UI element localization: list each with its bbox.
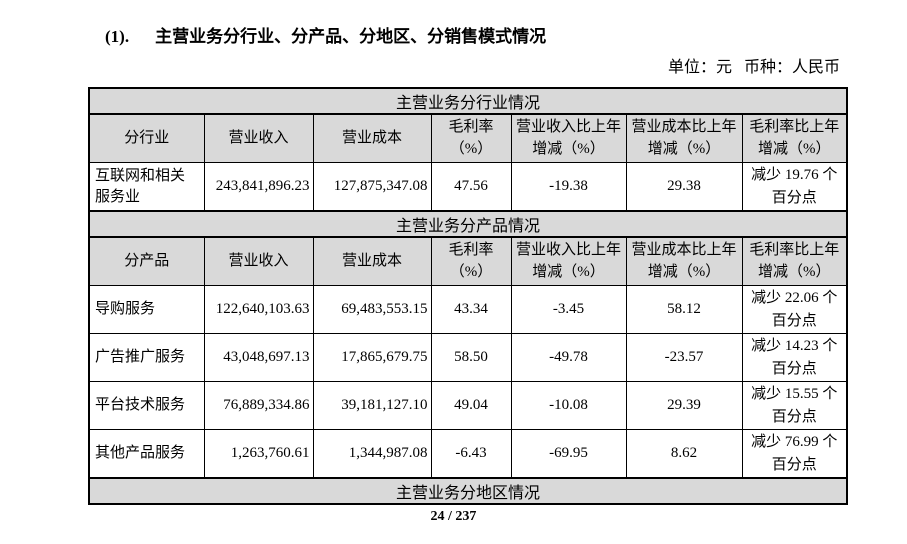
cell-margin-yoy: 减少 19.76 个百分点 (741, 162, 848, 212)
cell-revenue: 122,640,103.63 (203, 285, 314, 334)
col-header-cost-yoy: 营业成本比上年增减（%） (625, 236, 743, 286)
table-row: 主营业务分地区情况 (88, 477, 848, 505)
table-row: 平台技术服务 76,889,334.86 39,181,127.10 49.04… (88, 381, 848, 430)
cell-cost: 1,344,987.08 (312, 429, 432, 479)
cell-category-name: 互联网和相关服务业 (88, 162, 205, 212)
cell-gross-margin: 58.50 (430, 333, 512, 382)
band-by-region: 主营业务分地区情况 (88, 477, 848, 505)
table-row: 其他产品服务 1,263,760.61 1,344,987.08 -6.43 -… (88, 429, 848, 479)
cell-cost: 69,483,553.15 (312, 285, 432, 334)
cell-cost-yoy: 29.39 (625, 381, 743, 430)
cell-revenue-yoy: -49.78 (510, 333, 627, 382)
cell-category-name: 平台技术服务 (88, 381, 205, 430)
col-header-cost: 营业成本 (312, 236, 432, 286)
col-header-margin-yoy: 毛利率比上年增减（%） (741, 236, 848, 286)
cell-revenue-yoy: -10.08 (510, 381, 627, 430)
cell-cost: 127,875,347.08 (312, 162, 432, 212)
cell-revenue: 43,048,697.13 (203, 333, 314, 382)
table-row: 主营业务分行业情况 (88, 87, 848, 115)
main-business-table: 主营业务分行业情况 分行业 营业收入 营业成本 毛利率（%） 营业收入比上年增减… (88, 87, 848, 505)
col-header-category: 分行业 (88, 113, 205, 163)
cell-cost-yoy: 29.38 (625, 162, 743, 212)
col-header-cost: 营业成本 (312, 113, 432, 163)
section-heading-index: (1). (105, 27, 130, 46)
cell-revenue: 1,263,760.61 (203, 429, 314, 479)
col-header-revenue: 营业收入 (203, 236, 314, 286)
col-header-revenue-yoy: 营业收入比上年增减（%） (510, 236, 627, 286)
cell-margin-yoy: 减少 76.99 个百分点 (741, 429, 848, 479)
cell-category-name: 导购服务 (88, 285, 205, 334)
band-by-industry: 主营业务分行业情况 (88, 87, 848, 115)
cell-revenue-yoy: -69.95 (510, 429, 627, 479)
cell-revenue-yoy: -3.45 (510, 285, 627, 334)
col-header-category: 分产品 (88, 236, 205, 286)
table-row: 互联网和相关服务业 243,841,896.23 127,875,347.08 … (88, 162, 848, 212)
cell-margin-yoy: 减少 15.55 个百分点 (741, 381, 848, 430)
unit-currency-note: 单位：元 币种：人民币 (667, 59, 840, 76)
cell-cost-yoy: 8.62 (625, 429, 743, 479)
cell-cost: 39,181,127.10 (312, 381, 432, 430)
cell-margin-yoy: 减少 22.06 个百分点 (741, 285, 848, 334)
cell-cost-yoy: -23.57 (625, 333, 743, 382)
cell-category-name: 广告推广服务 (88, 333, 205, 382)
col-header-cost-yoy: 营业成本比上年增减（%） (625, 113, 743, 163)
table-row: 广告推广服务 43,048,697.13 17,865,679.75 58.50… (88, 333, 848, 382)
col-header-revenue-yoy: 营业收入比上年增减（%） (510, 113, 627, 163)
cell-cost: 17,865,679.75 (312, 333, 432, 382)
cell-cost-yoy: 58.12 (625, 285, 743, 334)
table-row: 导购服务 122,640,103.63 69,483,553.15 43.34 … (88, 285, 848, 334)
cell-category-name: 其他产品服务 (88, 429, 205, 479)
cell-gross-margin: 47.56 (430, 162, 512, 212)
cell-revenue: 243,841,896.23 (203, 162, 314, 212)
col-header-margin-yoy: 毛利率比上年增减（%） (741, 113, 848, 163)
table-row: 分产品 营业收入 营业成本 毛利率（%） 营业收入比上年增减（%） 营业成本比上… (88, 236, 848, 286)
cell-gross-margin: -6.43 (430, 429, 512, 479)
col-header-revenue: 营业收入 (203, 113, 314, 163)
band-by-product: 主营业务分产品情况 (88, 210, 848, 238)
cell-gross-margin: 49.04 (430, 381, 512, 430)
page-number: 24 / 237 (430, 509, 477, 524)
table-row: 分行业 营业收入 营业成本 毛利率（%） 营业收入比上年增减（%） 营业成本比上… (88, 113, 848, 163)
section-heading-text: 主营业务分行业、分产品、分地区、分销售模式情况 (155, 27, 547, 46)
table-row: 主营业务分产品情况 (88, 210, 848, 238)
section-heading: (1). 主营业务分行业、分产品、分地区、分销售模式情况 (105, 22, 546, 47)
cell-revenue: 76,889,334.86 (203, 381, 314, 430)
cell-gross-margin: 43.34 (430, 285, 512, 334)
col-header-gross-margin: 毛利率（%） (430, 113, 512, 163)
cell-revenue-yoy: -19.38 (510, 162, 627, 212)
col-header-gross-margin: 毛利率（%） (430, 236, 512, 286)
cell-margin-yoy: 减少 14.23 个百分点 (741, 333, 848, 382)
